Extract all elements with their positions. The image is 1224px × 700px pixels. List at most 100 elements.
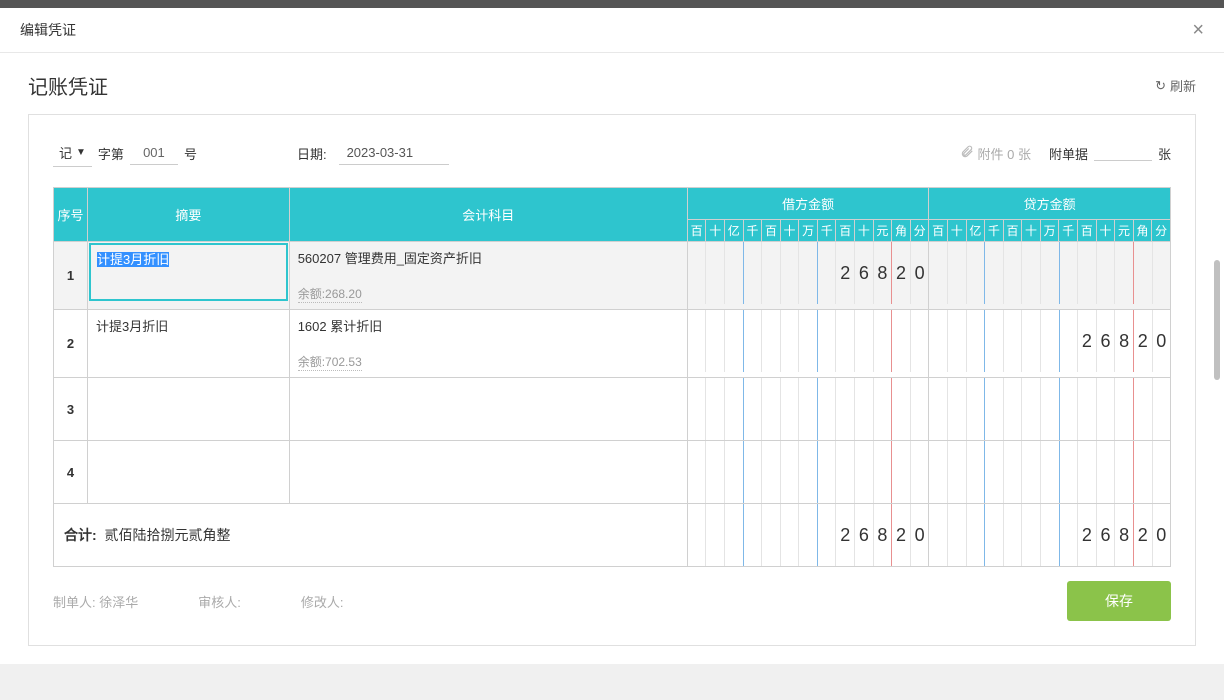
digit-cell xyxy=(781,441,800,503)
attachment-link[interactable]: 附件 0 张 xyxy=(960,144,1031,163)
voucher-table: 序号摘要会计科目借方金额贷方金额百十亿千百十万千百十元角分百十亿千百十万千百十元… xyxy=(53,187,1171,567)
debit-amount[interactable] xyxy=(687,310,929,378)
digit-cell xyxy=(1060,310,1079,372)
digit-cell xyxy=(1004,504,1023,566)
digit-cell xyxy=(818,310,837,372)
digit-cell xyxy=(892,441,911,503)
digit-cell xyxy=(1022,242,1041,304)
digit-cell: 2 xyxy=(1134,504,1153,566)
subject-cell[interactable] xyxy=(289,378,687,441)
digit-cell xyxy=(1115,441,1134,503)
scrollbar[interactable] xyxy=(1214,40,1222,690)
credit-amount[interactable] xyxy=(929,441,1171,504)
digit-cell xyxy=(1078,441,1097,503)
digit-cell xyxy=(874,441,893,503)
digit-cell: 6 xyxy=(1097,310,1116,372)
digit-cell xyxy=(725,504,744,566)
digit-cell xyxy=(967,310,986,372)
date-input[interactable] xyxy=(339,141,449,165)
digit-cell xyxy=(874,310,893,372)
digit-cell xyxy=(688,504,707,566)
digit-header: 百 xyxy=(929,220,948,242)
digit-header: 千 xyxy=(1059,220,1078,242)
digit-cell xyxy=(781,378,800,440)
table-row[interactable]: 2计提3月折旧1602 累计折旧余额:702.5326820 xyxy=(54,310,1171,378)
digit-cell xyxy=(1097,378,1116,440)
digit-cell xyxy=(744,242,763,304)
balance-label: 余额:702.53 xyxy=(298,353,362,371)
digit-cell: 2 xyxy=(836,504,855,566)
digit-cell xyxy=(799,441,818,503)
total-debit: 26820 xyxy=(687,504,929,567)
digit-cell: 0 xyxy=(1153,310,1171,372)
digit-header: 分 xyxy=(910,220,929,242)
digit-cell xyxy=(1097,441,1116,503)
digit-cell xyxy=(1022,441,1041,503)
digit-cell xyxy=(688,242,707,304)
credit-amount[interactable]: 26820 xyxy=(929,310,1171,378)
debit-amount[interactable]: 26820 xyxy=(687,242,929,310)
total-row: 合计: 贰佰陆拾捌元贰角整2682026820 xyxy=(54,504,1171,567)
subject-cell[interactable]: 560207 管理费用_固定资产折旧余额:268.20 xyxy=(289,242,687,310)
credit-amount[interactable] xyxy=(929,378,1171,441)
total-label: 合计: 贰佰陆拾捌元贰角整 xyxy=(54,504,688,567)
attach-count-input[interactable] xyxy=(1094,145,1152,161)
scrollbar-thumb[interactable] xyxy=(1214,260,1220,380)
digit-cell: 8 xyxy=(874,504,893,566)
reviewer-label: 审核人: xyxy=(198,592,241,611)
digit-cell xyxy=(1022,310,1041,372)
refresh-button[interactable]: ↻ 刷新 xyxy=(1155,76,1196,95)
digit-cell xyxy=(911,310,929,372)
digit-cell xyxy=(985,441,1004,503)
digit-cell xyxy=(706,378,725,440)
table-row[interactable]: 4 xyxy=(54,441,1171,504)
digit-cell xyxy=(1078,242,1097,304)
digit-header: 十 xyxy=(855,220,874,242)
digit-header: 分 xyxy=(1152,220,1171,242)
digit-cell xyxy=(818,504,837,566)
digit-cell xyxy=(911,378,929,440)
digit-cell xyxy=(1097,242,1116,304)
digit-cell xyxy=(1153,378,1171,440)
voucher-number-input[interactable] xyxy=(130,141,178,165)
voucher-type-dropdown[interactable]: 记 ▼ xyxy=(53,139,92,167)
digit-cell: 2 xyxy=(892,504,911,566)
digit-cell xyxy=(985,504,1004,566)
digit-header: 十 xyxy=(780,220,799,242)
digit-header: 十 xyxy=(706,220,725,242)
table-row[interactable]: 1计提3月折旧560207 管理费用_固定资产折旧余额:268.2026820 xyxy=(54,242,1171,310)
modifier-label: 修改人: xyxy=(301,592,344,611)
digit-cell xyxy=(1041,504,1060,566)
digit-cell xyxy=(1060,441,1079,503)
summary-cell[interactable] xyxy=(87,378,289,441)
digit-cell xyxy=(1115,378,1134,440)
table-row[interactable]: 3 xyxy=(54,378,1171,441)
subject-cell[interactable] xyxy=(289,441,687,504)
digit-cell: 6 xyxy=(855,242,874,304)
digit-cell xyxy=(1153,441,1171,503)
credit-amount[interactable] xyxy=(929,242,1171,310)
debit-amount[interactable] xyxy=(687,378,929,441)
digit-cell xyxy=(1004,378,1023,440)
digit-header: 万 xyxy=(1040,220,1059,242)
digit-cell xyxy=(799,504,818,566)
summary-cell[interactable] xyxy=(87,441,289,504)
digit-cell: 6 xyxy=(855,504,874,566)
debit-amount[interactable] xyxy=(687,441,929,504)
digit-cell xyxy=(855,441,874,503)
summary-cell[interactable]: 计提3月折旧 xyxy=(87,242,289,310)
digit-cell xyxy=(948,242,967,304)
digit-cell xyxy=(744,378,763,440)
close-icon[interactable]: × xyxy=(1192,20,1204,40)
refresh-icon: ↻ xyxy=(1155,78,1166,94)
digit-header: 千 xyxy=(985,220,1004,242)
digit-header: 元 xyxy=(873,220,892,242)
save-button[interactable]: 保存 xyxy=(1067,581,1171,621)
summary-cell[interactable]: 计提3月折旧 xyxy=(87,310,289,378)
subject-cell[interactable]: 1602 累计折旧余额:702.53 xyxy=(289,310,687,378)
col-seq: 序号 xyxy=(54,188,88,242)
digit-cell xyxy=(985,242,1004,304)
digit-cell: 2 xyxy=(892,242,911,304)
digit-cell xyxy=(1004,242,1023,304)
digit-cell xyxy=(985,310,1004,372)
